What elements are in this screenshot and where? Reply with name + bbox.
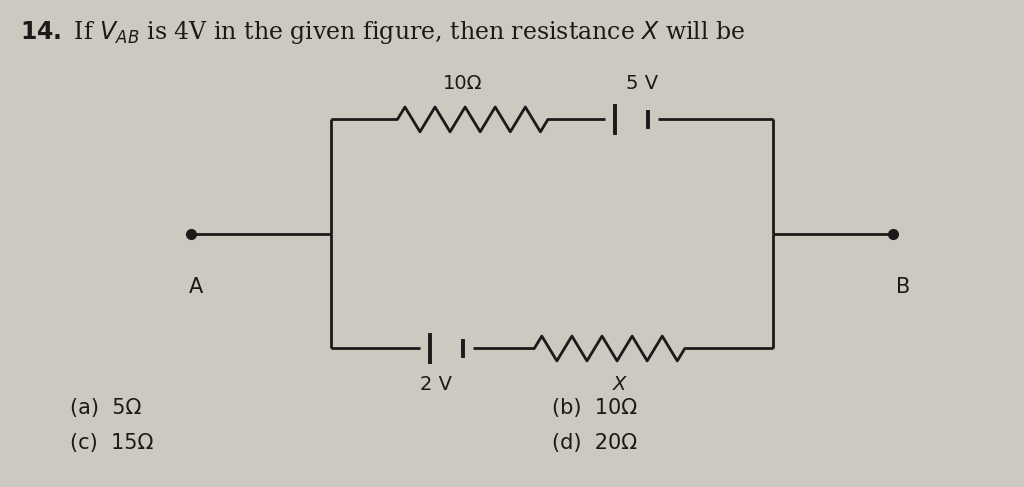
Text: $\mathbf{14.}$ If $V_{AB}$ is 4V in the given figure, then resistance $X$ will b: $\mathbf{14.}$ If $V_{AB}$ is 4V in the … — [20, 19, 745, 46]
Text: (d)  20Ω: (d) 20Ω — [552, 433, 637, 453]
Text: X: X — [613, 375, 627, 394]
Text: B: B — [896, 277, 910, 297]
Text: A: A — [188, 277, 203, 297]
Text: 10Ω: 10Ω — [442, 74, 482, 93]
Text: 5 V: 5 V — [626, 74, 657, 93]
Text: 2 V: 2 V — [420, 375, 453, 394]
Text: (c)  15Ω: (c) 15Ω — [71, 433, 154, 453]
Text: (a)  5Ω: (a) 5Ω — [71, 398, 142, 418]
Text: (b)  10Ω: (b) 10Ω — [552, 398, 637, 418]
